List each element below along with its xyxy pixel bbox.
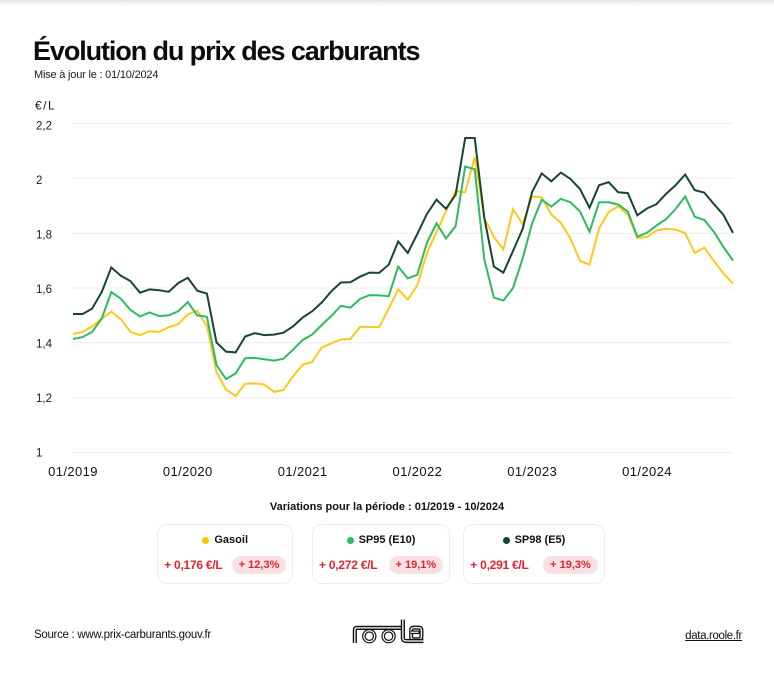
svg-text:€/L: €/L <box>35 98 56 112</box>
svg-text:2,2: 2,2 <box>36 120 52 132</box>
svg-text:2: 2 <box>36 175 42 187</box>
svg-text:01/2021: 01/2021 <box>278 464 328 479</box>
svg-text:1,2: 1,2 <box>36 393 52 405</box>
svg-text:1: 1 <box>36 448 42 460</box>
svg-text:01/2020: 01/2020 <box>163 464 213 479</box>
svg-text:1,8: 1,8 <box>36 229 52 241</box>
svg-text:1,6: 1,6 <box>36 284 52 296</box>
svg-text:01/2024: 01/2024 <box>622 464 672 479</box>
svg-text:01/2022: 01/2022 <box>393 464 443 479</box>
svg-text:1,4: 1,4 <box>36 339 53 351</box>
svg-text:01/2023: 01/2023 <box>507 464 557 479</box>
svg-text:01/2019: 01/2019 <box>48 464 98 479</box>
